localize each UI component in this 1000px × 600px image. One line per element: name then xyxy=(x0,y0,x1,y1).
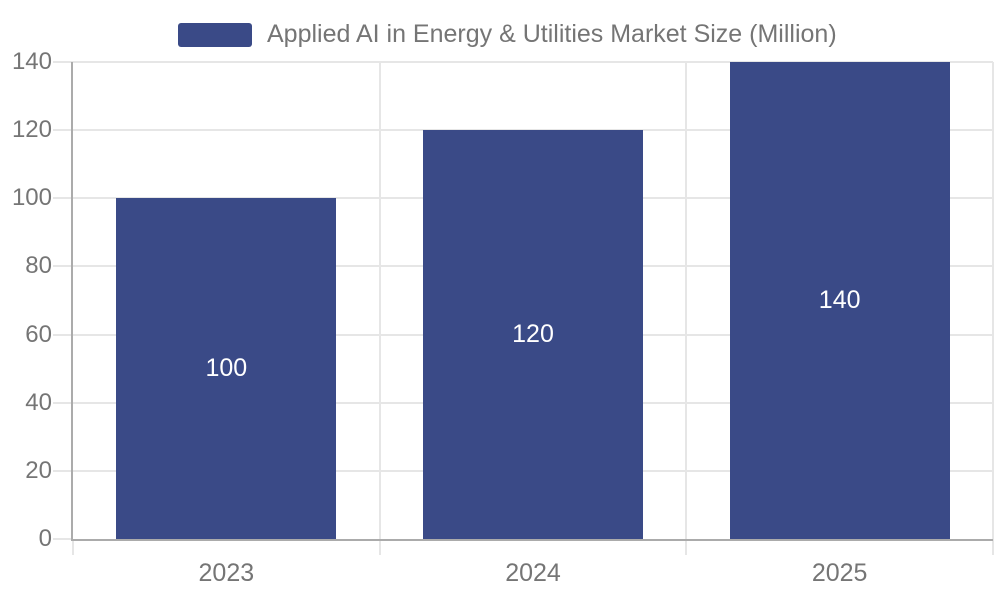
x-axis-tick xyxy=(378,539,381,555)
y-axis-tick-label: 140 xyxy=(11,48,52,75)
bar-value-label: 100 xyxy=(205,354,248,383)
gridline-horizontal xyxy=(73,61,993,63)
gridline-vertical xyxy=(992,62,994,539)
gridline-vertical xyxy=(378,62,381,539)
bar-2023[interactable]: 100 xyxy=(116,198,337,539)
y-axis-tick-label: 40 xyxy=(25,388,52,416)
y-axis-tick-label: 20 xyxy=(25,456,52,484)
y-axis-tick xyxy=(53,469,73,472)
y-axis-tick-label: 120 xyxy=(11,116,52,144)
x-axis-category-label: 2025 xyxy=(811,559,868,587)
x-axis-tick xyxy=(992,539,994,555)
bar-2024[interactable]: 120 xyxy=(423,130,643,539)
bar-value-label: 140 xyxy=(818,286,861,314)
y-axis-tick-label: 80 xyxy=(25,252,52,280)
x-axis-category-label: 2023 xyxy=(198,559,255,587)
y-axis-tick xyxy=(53,197,73,200)
bar-2025[interactable]: 140 xyxy=(729,62,950,539)
y-axis-tick xyxy=(53,538,73,540)
bar-value-label: 120 xyxy=(512,320,554,349)
legend-item[interactable]: Applied AI in Energy & Utilities Market … xyxy=(178,20,837,49)
x-axis-line xyxy=(71,539,993,541)
x-axis-category-label: 2024 xyxy=(505,559,561,587)
y-axis-tick xyxy=(53,129,73,132)
y-axis-tick xyxy=(53,333,73,336)
x-axis-tick xyxy=(685,539,688,555)
y-axis-tick-label: 60 xyxy=(25,320,52,348)
y-axis-tick xyxy=(53,61,73,63)
y-axis-tick-label: 0 xyxy=(38,525,52,552)
y-axis-line xyxy=(71,62,73,541)
y-axis-tick xyxy=(53,265,73,268)
gridline-vertical xyxy=(685,62,688,539)
legend-label: Applied AI in Energy & Utilities Market … xyxy=(267,20,837,48)
y-axis-tick xyxy=(53,401,73,404)
legend-swatch xyxy=(178,22,252,47)
y-axis-tick-label: 100 xyxy=(11,184,52,212)
x-axis-tick xyxy=(72,539,74,555)
